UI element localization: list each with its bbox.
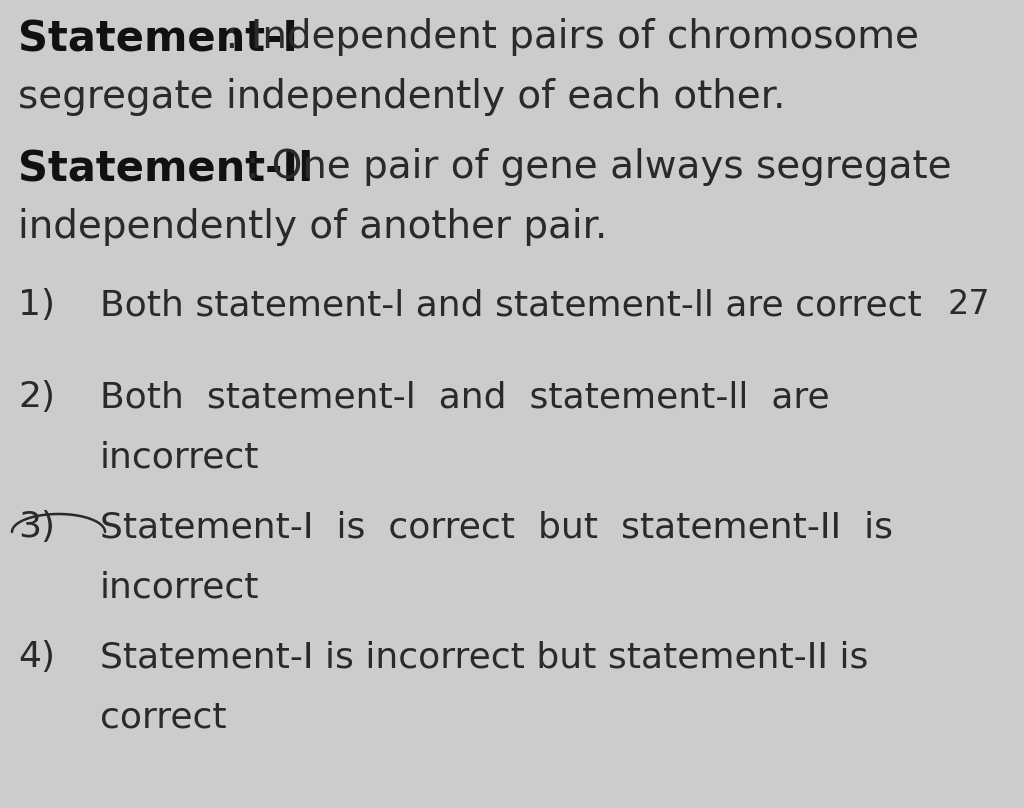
Text: Statement-I is incorrect but statement-II is: Statement-I is incorrect but statement-I… (100, 640, 868, 674)
Text: Statement-I: Statement-I (18, 18, 298, 60)
Text: Both statement-l and statement-ll are correct: Both statement-l and statement-ll are co… (100, 288, 922, 322)
Text: : Independent pairs of chromosome: : Independent pairs of chromosome (213, 18, 919, 56)
Text: 4): 4) (18, 640, 55, 674)
Text: Statement-I  is  correct  but  statement-II  is: Statement-I is correct but statement-II … (100, 510, 893, 544)
Text: Statement-II: Statement-II (18, 148, 313, 190)
Text: : One pair of gene always segregate: : One pair of gene always segregate (234, 148, 951, 186)
Text: 2): 2) (18, 380, 55, 414)
Text: 27: 27 (947, 288, 990, 321)
Text: incorrect: incorrect (100, 570, 259, 604)
Text: correct: correct (100, 700, 226, 734)
Text: 3): 3) (18, 510, 55, 544)
Text: incorrect: incorrect (100, 440, 259, 474)
Text: Both  statement-l  and  statement-ll  are: Both statement-l and statement-ll are (100, 380, 829, 414)
Text: independently of another pair.: independently of another pair. (18, 208, 607, 246)
Text: segregate independently of each other.: segregate independently of each other. (18, 78, 785, 116)
Text: 1): 1) (18, 288, 55, 322)
